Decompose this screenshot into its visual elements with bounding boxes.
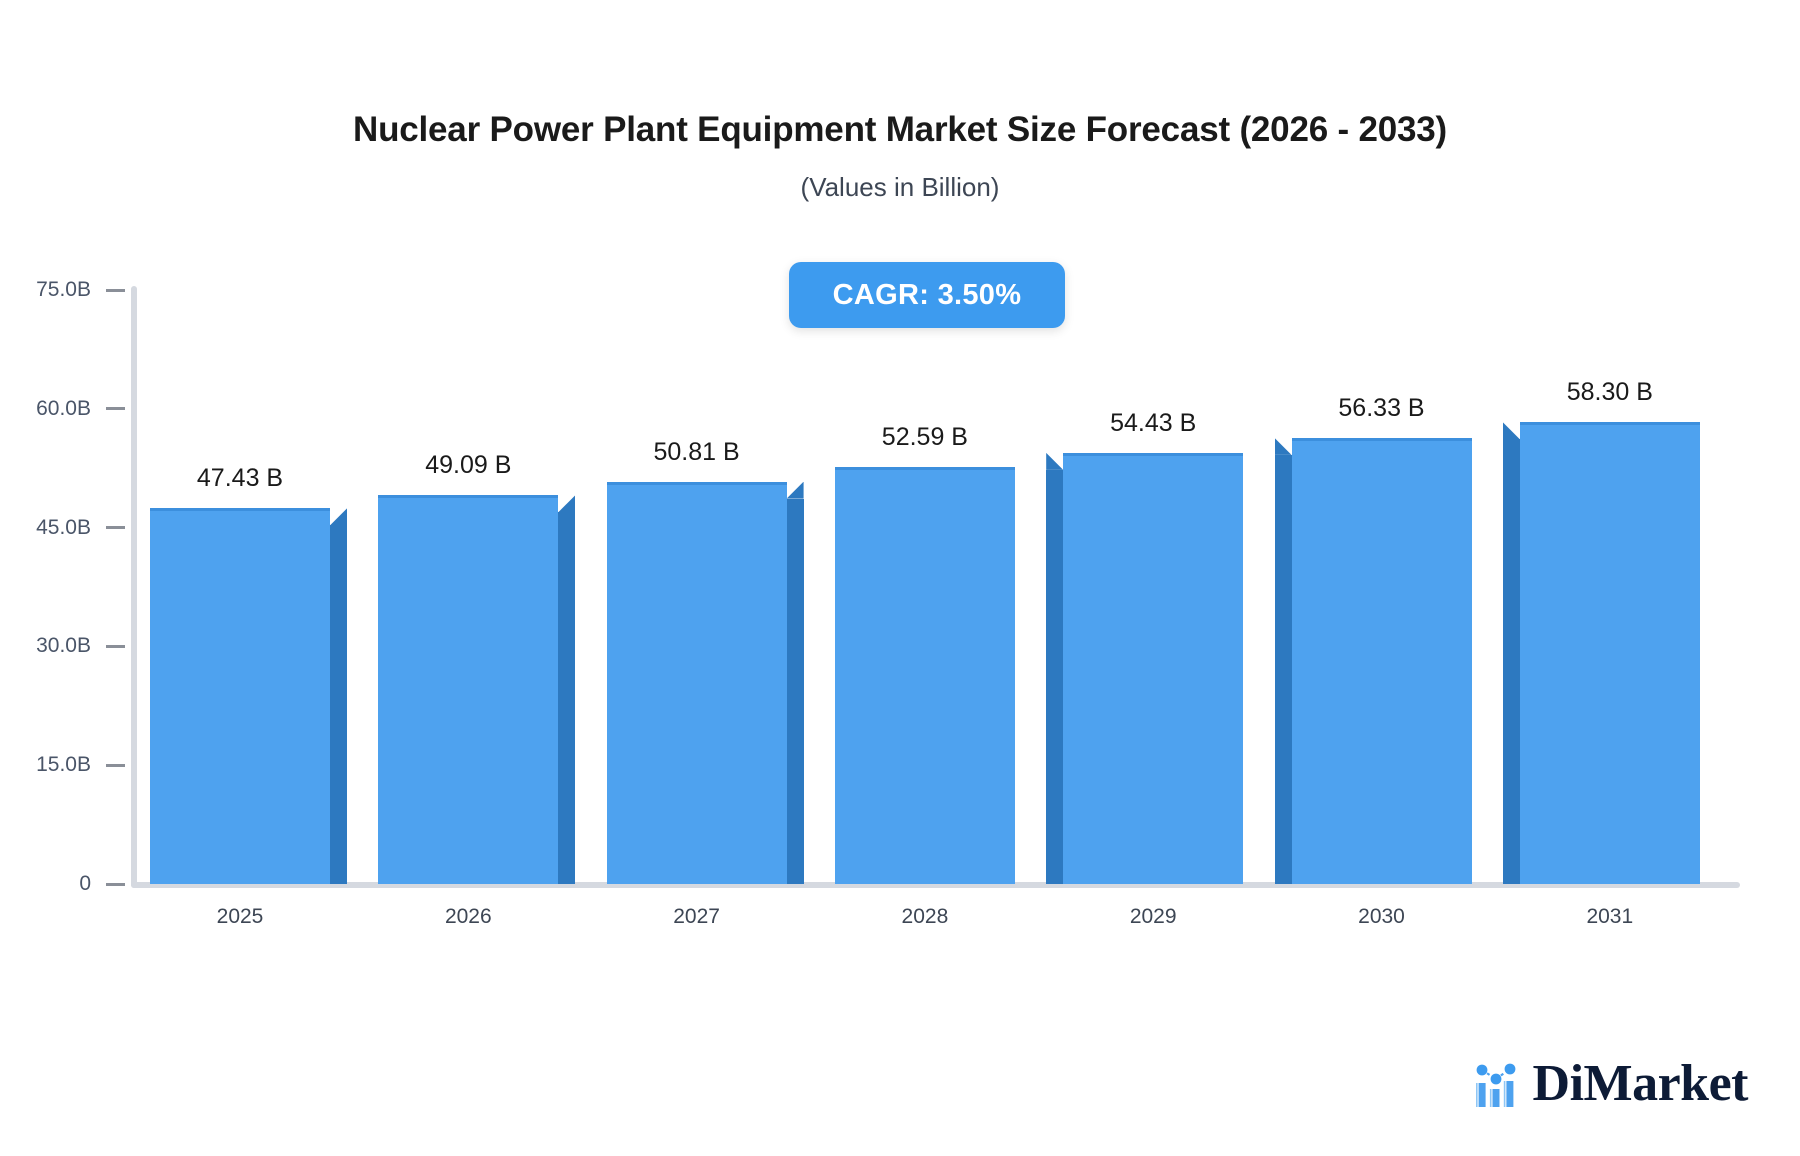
bar-top-bevel (558, 495, 576, 513)
bar-2025 (150, 508, 347, 884)
bar-top-bevel (786, 481, 804, 499)
bar-top-bevel (1046, 452, 1064, 470)
bar-2027 (606, 481, 804, 884)
bar-top-bevel (1502, 422, 1520, 440)
bar-value-label: 50.81 B (653, 437, 740, 466)
y-axis-tick-mark (106, 882, 125, 886)
x-axis-tick-label: 2029 (1129, 905, 1177, 928)
bar-2026 (378, 495, 576, 884)
y-axis-tick-mark (106, 526, 125, 530)
bar-2029 (1046, 452, 1244, 884)
bar-side-face (1046, 469, 1064, 884)
bar-front-face (378, 495, 559, 884)
logo-wordmark: DiMarket (1532, 1055, 1749, 1112)
bar-value-label: 58.30 B (1566, 378, 1653, 407)
x-axis-tick-label: 2026 (444, 905, 492, 928)
bar-side-face (1274, 454, 1292, 884)
y-axis-tick-mark (106, 407, 125, 411)
y-axis-tick-label: 0 (79, 872, 91, 895)
bar-value-label: 47.43 B (196, 464, 284, 493)
bar-front-face (606, 481, 787, 884)
bar-front-face (1063, 452, 1244, 884)
cagr-badge-label: CAGR: 3.50% (832, 278, 1022, 311)
x-axis-tick-label: 2028 (901, 905, 949, 928)
bar-side-face (1502, 439, 1520, 884)
y-axis-tick-mark (106, 763, 125, 767)
x-axis-line (131, 882, 1740, 888)
bar-value-label: 49.09 B (425, 451, 512, 480)
y-axis-tick-mark (106, 288, 125, 292)
bar-front-face (1519, 422, 1700, 884)
bar-side-face (558, 512, 576, 884)
y-axis-line (131, 286, 137, 888)
bar-2030 (1274, 437, 1472, 884)
bar-front-face (1291, 437, 1472, 884)
y-axis-tick-mark (106, 644, 125, 648)
x-axis-tick-label: 2027 (673, 905, 720, 928)
x-axis-tick-label: 2031 (1586, 905, 1634, 928)
bar-2031 (1502, 422, 1700, 884)
x-axis-tick-label: 2030 (1358, 905, 1405, 928)
y-axis-tick-label: 75.0B (36, 278, 91, 301)
x-axis-tick-label: 2025 (216, 905, 264, 928)
bar-value-label: 52.59 B (881, 423, 968, 452)
dimarket-logo: DiMarket (1473, 1055, 1749, 1112)
bar-chart-trend-icon (1473, 1059, 1519, 1109)
y-axis-tick-label: 45.0B (36, 515, 91, 539)
chart-subtitle: (Values in Billion) (800, 172, 1000, 202)
bar-value-label: 54.43 B (1110, 408, 1197, 437)
bar-front-face (834, 467, 1015, 884)
y-axis-tick-label: 60.0B (36, 396, 91, 420)
chart-title: Nuclear Power Plant Equipment Market Siz… (353, 110, 1447, 149)
bar-2028 (834, 467, 1015, 884)
bar-front-face (150, 508, 330, 884)
bar-side-face (786, 498, 804, 884)
bar-top-bevel (1274, 437, 1292, 455)
cagr-badge: CAGR: 3.50% (789, 262, 1065, 328)
y-axis-tick-label: 30.0B (36, 634, 91, 658)
y-axis-tick-label: 15.0B (36, 753, 91, 777)
bar-value-label: 56.33 B (1338, 393, 1425, 422)
bar-top-bevel (330, 508, 347, 526)
bar-side-face (330, 525, 347, 884)
